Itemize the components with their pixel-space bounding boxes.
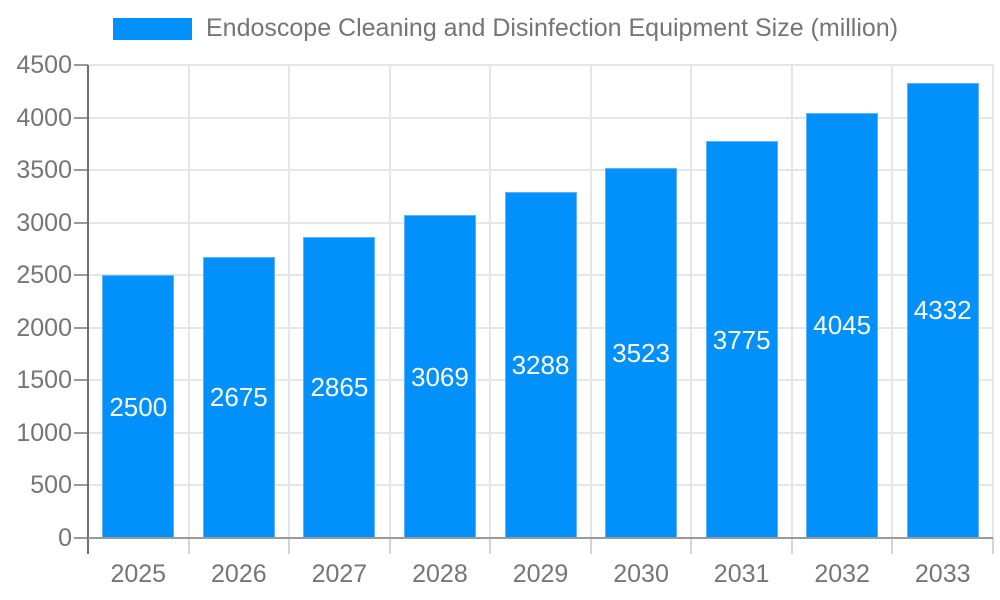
gridline-vertical bbox=[489, 65, 492, 538]
gridline-vertical bbox=[992, 65, 994, 538]
bar-value-label: 3775 bbox=[712, 324, 771, 355]
x-axis-tick bbox=[690, 538, 693, 554]
bar-value-label: 3069 bbox=[411, 361, 469, 392]
y-axis-tick bbox=[74, 326, 88, 329]
gridline-horizontal bbox=[88, 64, 993, 66]
bar-2028: 3069 bbox=[403, 215, 476, 538]
y-axis-tick-label: 1000 bbox=[16, 418, 72, 447]
gridline-vertical bbox=[388, 65, 391, 538]
x-axis-tick bbox=[790, 538, 793, 554]
x-axis-label: 2030 bbox=[613, 560, 669, 588]
bar-2030: 3523 bbox=[605, 167, 678, 538]
y-axis-tick-label: 3000 bbox=[16, 208, 72, 237]
gridline-horizontal bbox=[88, 116, 993, 119]
gridline-vertical bbox=[187, 65, 190, 538]
gridline-vertical bbox=[589, 65, 592, 538]
y-axis-line bbox=[87, 65, 89, 554]
y-axis-tick bbox=[74, 221, 88, 224]
x-axis-label: 2032 bbox=[814, 560, 870, 588]
gridline-vertical bbox=[790, 65, 793, 538]
x-axis-tick bbox=[589, 538, 592, 554]
x-axis-label: 2028 bbox=[412, 560, 468, 588]
x-axis-line bbox=[88, 537, 993, 539]
legend-swatch bbox=[113, 17, 192, 40]
gridline-vertical bbox=[891, 65, 894, 538]
gridline-vertical bbox=[288, 65, 291, 538]
gridline-vertical bbox=[690, 65, 693, 538]
y-axis-tick-label: 3500 bbox=[16, 156, 72, 185]
bar-value-label: 4332 bbox=[913, 295, 972, 326]
bar-value-label: 4045 bbox=[813, 310, 872, 341]
bar-2027: 2865 bbox=[303, 236, 376, 538]
y-axis-tick-label: 2500 bbox=[16, 261, 72, 290]
y-axis-tick-label: 2000 bbox=[16, 313, 72, 342]
y-axis-tick-label: 0 bbox=[58, 524, 72, 552]
y-axis-tick bbox=[74, 274, 88, 277]
bar-2029: 3288 bbox=[504, 192, 577, 538]
y-axis-tick bbox=[74, 431, 88, 434]
x-axis-label: 2033 bbox=[914, 560, 971, 588]
bar-2033: 4332 bbox=[906, 82, 979, 538]
bar-2031: 3775 bbox=[705, 141, 778, 538]
x-axis-tick bbox=[187, 538, 190, 554]
bar-2032: 4045 bbox=[806, 112, 879, 538]
x-axis-tick bbox=[992, 538, 994, 554]
y-axis-tick-label: 4000 bbox=[16, 103, 72, 132]
bar-value-label: 2500 bbox=[109, 391, 168, 422]
gridline-horizontal bbox=[88, 169, 993, 172]
x-axis-tick bbox=[288, 538, 291, 554]
bar-value-label: 2675 bbox=[209, 382, 268, 413]
y-axis-tick bbox=[74, 379, 88, 382]
x-axis-label: 2025 bbox=[110, 560, 167, 588]
y-axis-tick-label: 1500 bbox=[16, 366, 72, 395]
x-axis-label: 2031 bbox=[713, 560, 770, 588]
legend-label: Endoscope Cleaning and Disinfection Equi… bbox=[206, 14, 899, 42]
y-axis-tick bbox=[74, 169, 88, 172]
bar-2025: 2500 bbox=[102, 275, 175, 538]
legend: Endoscope Cleaning and Disinfection Equi… bbox=[113, 14, 899, 43]
x-axis-tick bbox=[891, 538, 894, 554]
y-axis-tick bbox=[74, 64, 88, 66]
bar-2026: 2675 bbox=[202, 256, 275, 538]
x-axis-tick bbox=[489, 538, 492, 554]
y-axis-tick-label: 4500 bbox=[16, 51, 72, 79]
bar-value-label: 2865 bbox=[310, 372, 369, 403]
bar-value-label: 3523 bbox=[612, 337, 670, 368]
y-axis-tick bbox=[74, 116, 88, 119]
x-axis-label: 2026 bbox=[211, 560, 267, 588]
x-axis-label: 2029 bbox=[512, 560, 569, 588]
y-axis-tick-label: 500 bbox=[30, 471, 72, 500]
y-axis-tick bbox=[74, 537, 88, 539]
x-axis-label: 2027 bbox=[311, 560, 368, 588]
bar-value-label: 3288 bbox=[511, 350, 570, 381]
x-axis-tick bbox=[388, 538, 391, 554]
y-axis-tick bbox=[74, 484, 88, 487]
